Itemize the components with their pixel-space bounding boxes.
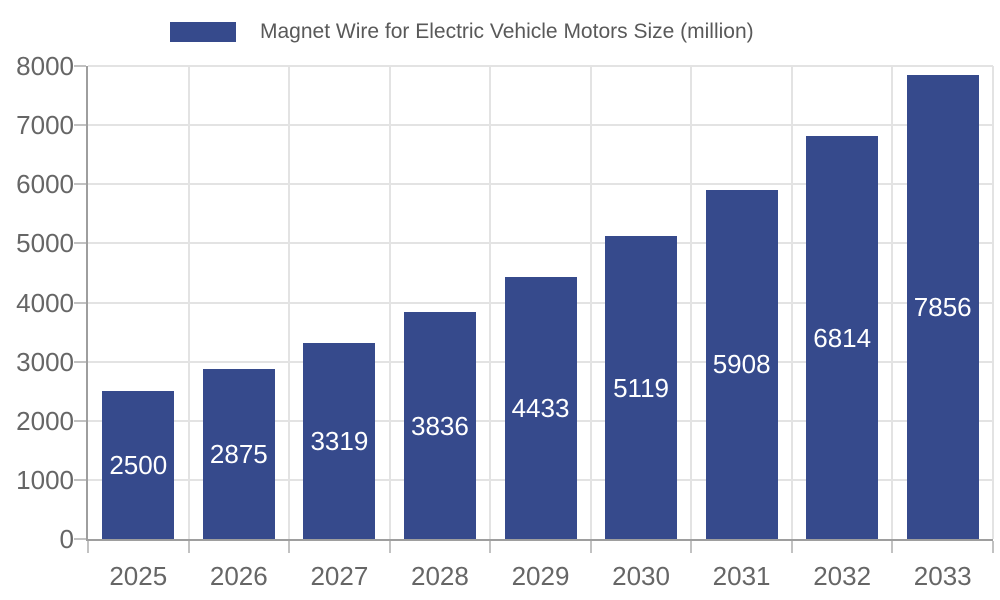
- y-gridline: [88, 124, 993, 127]
- x-tick: [388, 541, 391, 553]
- bar: [303, 342, 376, 539]
- bar-value-label: 3836: [411, 410, 469, 441]
- x-tick: [891, 541, 894, 553]
- x-axis-line: [86, 539, 993, 541]
- bar-value-label: 2500: [109, 450, 168, 481]
- x-tick: [187, 541, 190, 553]
- bar-value-label: 5908: [712, 349, 771, 380]
- y-tick-label: 3000: [16, 346, 74, 377]
- bar-value-label: 3319: [310, 425, 369, 456]
- x-gridline: [891, 66, 894, 539]
- x-gridline: [288, 66, 291, 539]
- x-tick-label: 2028: [411, 561, 469, 591]
- x-tick: [489, 541, 492, 553]
- x-tick-label: 2033: [913, 561, 972, 591]
- x-tick: [87, 541, 89, 553]
- y-tick: [74, 360, 86, 363]
- bar-value-label: 5119: [613, 372, 669, 403]
- y-gridline: [88, 65, 993, 67]
- plot-area: 0 1000 2000 3000 4000 5000 6000 7000 8000 2500 202…: [16, 51, 994, 591]
- bar: [102, 391, 175, 539]
- y-tick: [74, 419, 86, 422]
- y-tick: [74, 124, 86, 127]
- y-tick-label: 0: [59, 524, 74, 554]
- x-tick: [589, 541, 592, 553]
- y-tick-label: 5000: [16, 228, 74, 259]
- y-tick: [74, 183, 86, 186]
- x-tick-label: 2030: [612, 561, 670, 591]
- x-tick-label: 2032: [813, 561, 872, 591]
- bar: [705, 189, 778, 539]
- bar-value-label: 6814: [813, 322, 872, 353]
- bar: [906, 74, 979, 539]
- y-tick-label: 4000: [16, 287, 74, 318]
- y-tick: [74, 301, 86, 304]
- y-tick-label: 7000: [16, 110, 74, 141]
- x-tick-label: 2025: [109, 561, 168, 591]
- x-gridline: [589, 66, 592, 539]
- x-gridline: [489, 66, 492, 539]
- y-axis-line: [86, 66, 88, 541]
- bar-value-label: 2875: [209, 439, 268, 470]
- y-gridline: [88, 183, 993, 186]
- bar: [202, 369, 275, 539]
- x-gridline: [790, 66, 793, 539]
- y-tick-label: 2000: [16, 405, 74, 436]
- legend-swatch: [170, 22, 236, 42]
- y-tick-label: 8000: [16, 51, 74, 81]
- x-tick-label: 2027: [310, 561, 369, 591]
- bar-value-label: 4433: [511, 392, 570, 423]
- y-tick: [74, 65, 86, 67]
- y-tick-label: 6000: [16, 169, 74, 200]
- x-tick: [790, 541, 793, 553]
- y-tick-label: 1000: [16, 464, 74, 495]
- y-tick: [74, 242, 86, 245]
- x-tick-label: 2031: [712, 561, 771, 591]
- x-tick: [992, 541, 994, 553]
- x-gridline: [388, 66, 391, 539]
- x-gridline: [187, 66, 190, 539]
- bar: [605, 236, 678, 539]
- chart-legend: Magnet Wire for Electric Vehicle Motors …: [170, 20, 754, 43]
- bar: [504, 276, 577, 539]
- x-gridline: [992, 66, 994, 539]
- x-tick: [288, 541, 291, 553]
- legend-label: Magnet Wire for Electric Vehicle Motors …: [260, 20, 754, 43]
- bar: [806, 136, 879, 539]
- x-tick: [690, 541, 693, 553]
- x-gridline: [690, 66, 693, 539]
- y-tick: [74, 538, 86, 540]
- y-gridline: [88, 242, 993, 245]
- y-tick: [74, 478, 86, 481]
- bar: [403, 312, 476, 539]
- x-tick-label: 2026: [209, 561, 268, 591]
- bar-value-label: 7856: [913, 291, 972, 322]
- x-tick-label: 2029: [511, 561, 570, 591]
